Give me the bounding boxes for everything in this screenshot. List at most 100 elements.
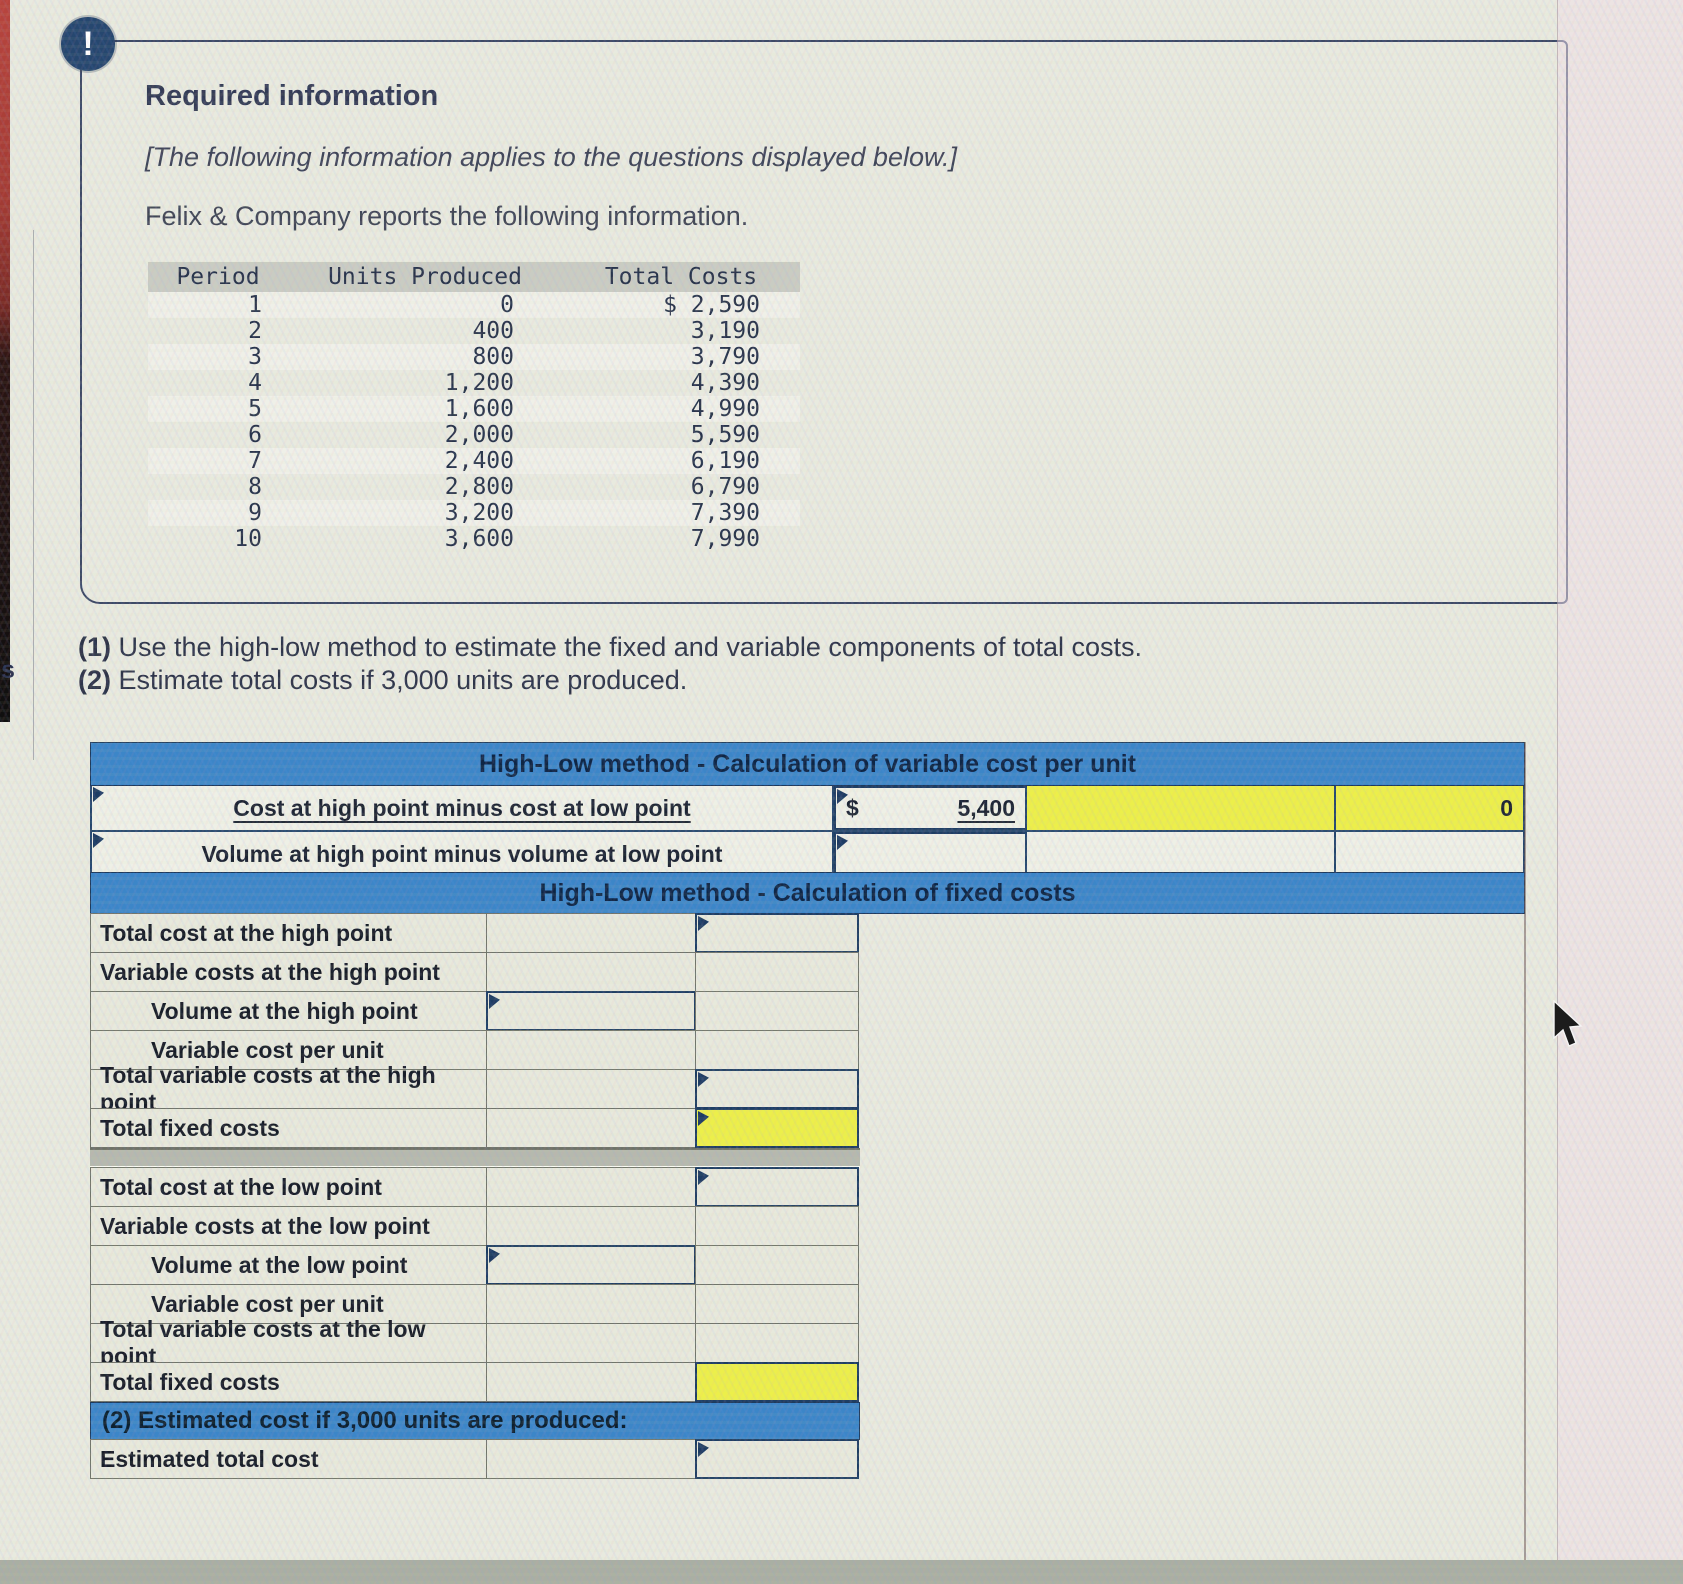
exclamation-icon: ! [61, 17, 115, 71]
table-row: 3 800 3,790 [148, 344, 800, 370]
table-row: 5 1,600 4,990 [148, 396, 800, 422]
answer-cell-highlighted[interactable] [695, 1362, 859, 1402]
required-information-panel [80, 40, 1568, 604]
row-label: Total cost at the low point [90, 1167, 487, 1207]
denominator-label-cell[interactable]: Volume at high point minus volume at low… [92, 832, 834, 876]
variable-cost-result-cell-2[interactable]: 0 [1336, 786, 1523, 830]
blank-cell [486, 1323, 696, 1363]
variable-cost-result: 0 [1500, 794, 1513, 821]
table-row: 1 0 $ 2,590 [148, 292, 800, 318]
table-row: 4 1,200 4,390 [148, 370, 800, 396]
cell-cost: 4,990 [562, 396, 800, 422]
denominator-label: Volume at high point minus volume at low… [201, 840, 723, 867]
denominator-blank-cell-1 [1027, 832, 1336, 876]
estimate-header-band: (2) Estimated cost if 3,000 units are pr… [90, 1402, 860, 1440]
row-label: Estimated total cost [90, 1439, 487, 1479]
blank-cell [486, 1439, 696, 1479]
row-label: Total variable costs at the low point [90, 1316, 487, 1369]
cell-units: 2,400 [288, 448, 562, 474]
currency-symbol: $ [846, 794, 859, 821]
cell-period: 2 [248, 318, 262, 344]
cell-marker-icon [698, 916, 709, 931]
row-label: Volume at the high point [90, 991, 487, 1031]
row-label: Total fixed costs [90, 1108, 487, 1148]
answer-cell[interactable] [695, 1439, 859, 1479]
answer-cell[interactable] [695, 1069, 859, 1109]
question-2-number: (2) [78, 665, 111, 695]
cell-marker-icon [489, 1248, 500, 1263]
panel-instruction: [The following information applies to th… [145, 142, 957, 172]
row-variable-cost-per-unit-low: Variable cost per unit [90, 1284, 860, 1324]
question-1-number: (1) [78, 632, 111, 662]
answer-cell[interactable] [486, 1245, 696, 1285]
numerator-label-cell[interactable]: Cost at high point minus cost at low poi… [92, 786, 834, 830]
row-total-cost-high: Total cost at the high point [90, 913, 860, 953]
cell-period: 4 [248, 370, 262, 396]
blank-cell [695, 1323, 859, 1363]
cell-cost: 3,790 [562, 344, 800, 370]
answer-cell[interactable] [486, 991, 696, 1031]
col-header-period: Period [148, 262, 288, 292]
denominator-value-cell[interactable] [834, 832, 1027, 876]
answer-cell[interactable] [695, 1167, 859, 1207]
screen-edge-line [33, 230, 34, 760]
question-1-text: Use the high-low method to estimate the … [111, 632, 1143, 662]
variable-cost-worksheet: High-Low method - Calculation of variabl… [90, 742, 1525, 878]
cell-period: 1 [148, 292, 288, 318]
numerator-value-cell[interactable]: $ 5,400 [834, 786, 1027, 830]
cell-marker-icon [93, 787, 104, 802]
cell-period: 5 [148, 396, 288, 422]
cell-period: 6 [248, 422, 262, 448]
row-variable-cost-per-unit-high: Variable cost per unit [90, 1030, 860, 1070]
cell-units: 3,200 [288, 500, 562, 526]
blank-cell [486, 1362, 696, 1402]
row-label: Variable cost per unit [90, 1030, 487, 1070]
numerator-label: Cost at high point minus cost at low poi… [233, 794, 691, 821]
question-2-text: Estimate total costs if 3,000 units are … [111, 665, 688, 695]
cutoff-text-fragment: s [1, 656, 15, 684]
row-label: Volume at the low point [90, 1245, 487, 1285]
mouse-cursor [1553, 1000, 1583, 1047]
cell-period: 8 [248, 474, 262, 500]
cell-units: 0 [288, 292, 562, 318]
question-2: (2) Estimate total costs if 3,000 units … [78, 665, 687, 696]
cell-cost: 7,390 [562, 500, 800, 526]
cell-period: 9 [148, 500, 288, 526]
table-row: 9 3,200 7,390 [148, 500, 800, 526]
table-header-row: Period Units Produced Total Costs [148, 262, 800, 292]
numerator-row: Cost at high point minus cost at low poi… [90, 786, 1525, 832]
blank-cell [695, 1206, 859, 1246]
col-header-costs: Total Costs [562, 262, 800, 292]
cell-units: 800 [288, 344, 562, 370]
row-label: Total cost at the high point [90, 913, 487, 953]
blank-cell [695, 991, 859, 1031]
screen-bottom-strip [0, 1560, 1683, 1584]
row-variable-costs-high: Variable costs at the high point [90, 952, 860, 992]
row-total-fixed-costs-low: Total fixed costs [90, 1362, 860, 1402]
answer-cell-highlighted[interactable] [695, 1108, 859, 1148]
question-1: (1) Use the high-low method to estimate … [78, 632, 1142, 663]
blank-cell [486, 952, 696, 992]
cell-units: 2,800 [444, 474, 514, 500]
row-variable-costs-low: Variable costs at the low point [90, 1206, 860, 1246]
cell-cost: 6,790 [690, 474, 760, 500]
variable-cost-result-cell-1[interactable] [1027, 786, 1336, 830]
answer-cell[interactable] [695, 913, 859, 953]
row-label: Total variable costs at the high point [90, 1062, 487, 1115]
cell-cost: 6,190 [562, 448, 800, 474]
blank-cell [486, 1206, 696, 1246]
row-label: Variable costs at the low point [90, 1206, 487, 1246]
denominator-blank-cell-2 [1336, 832, 1523, 876]
row-label: Total fixed costs [90, 1362, 487, 1402]
row-total-fixed-costs-high: Total fixed costs [90, 1108, 860, 1148]
blank-cell [695, 952, 859, 992]
cell-units: 3,600 [444, 526, 514, 552]
row-estimated-total-cost: Estimated total cost [90, 1439, 860, 1479]
cell-marker-icon [837, 789, 848, 804]
row-total-variable-costs-low: Total variable costs at the low point [90, 1316, 860, 1369]
row-total-variable-costs-high: Total variable costs at the high point [90, 1062, 860, 1115]
screen-edge-strip [0, 0, 10, 722]
table-row: 2 400 3,190 [148, 318, 800, 344]
blank-cell [695, 1245, 859, 1285]
cell-period: 3 [148, 344, 288, 370]
